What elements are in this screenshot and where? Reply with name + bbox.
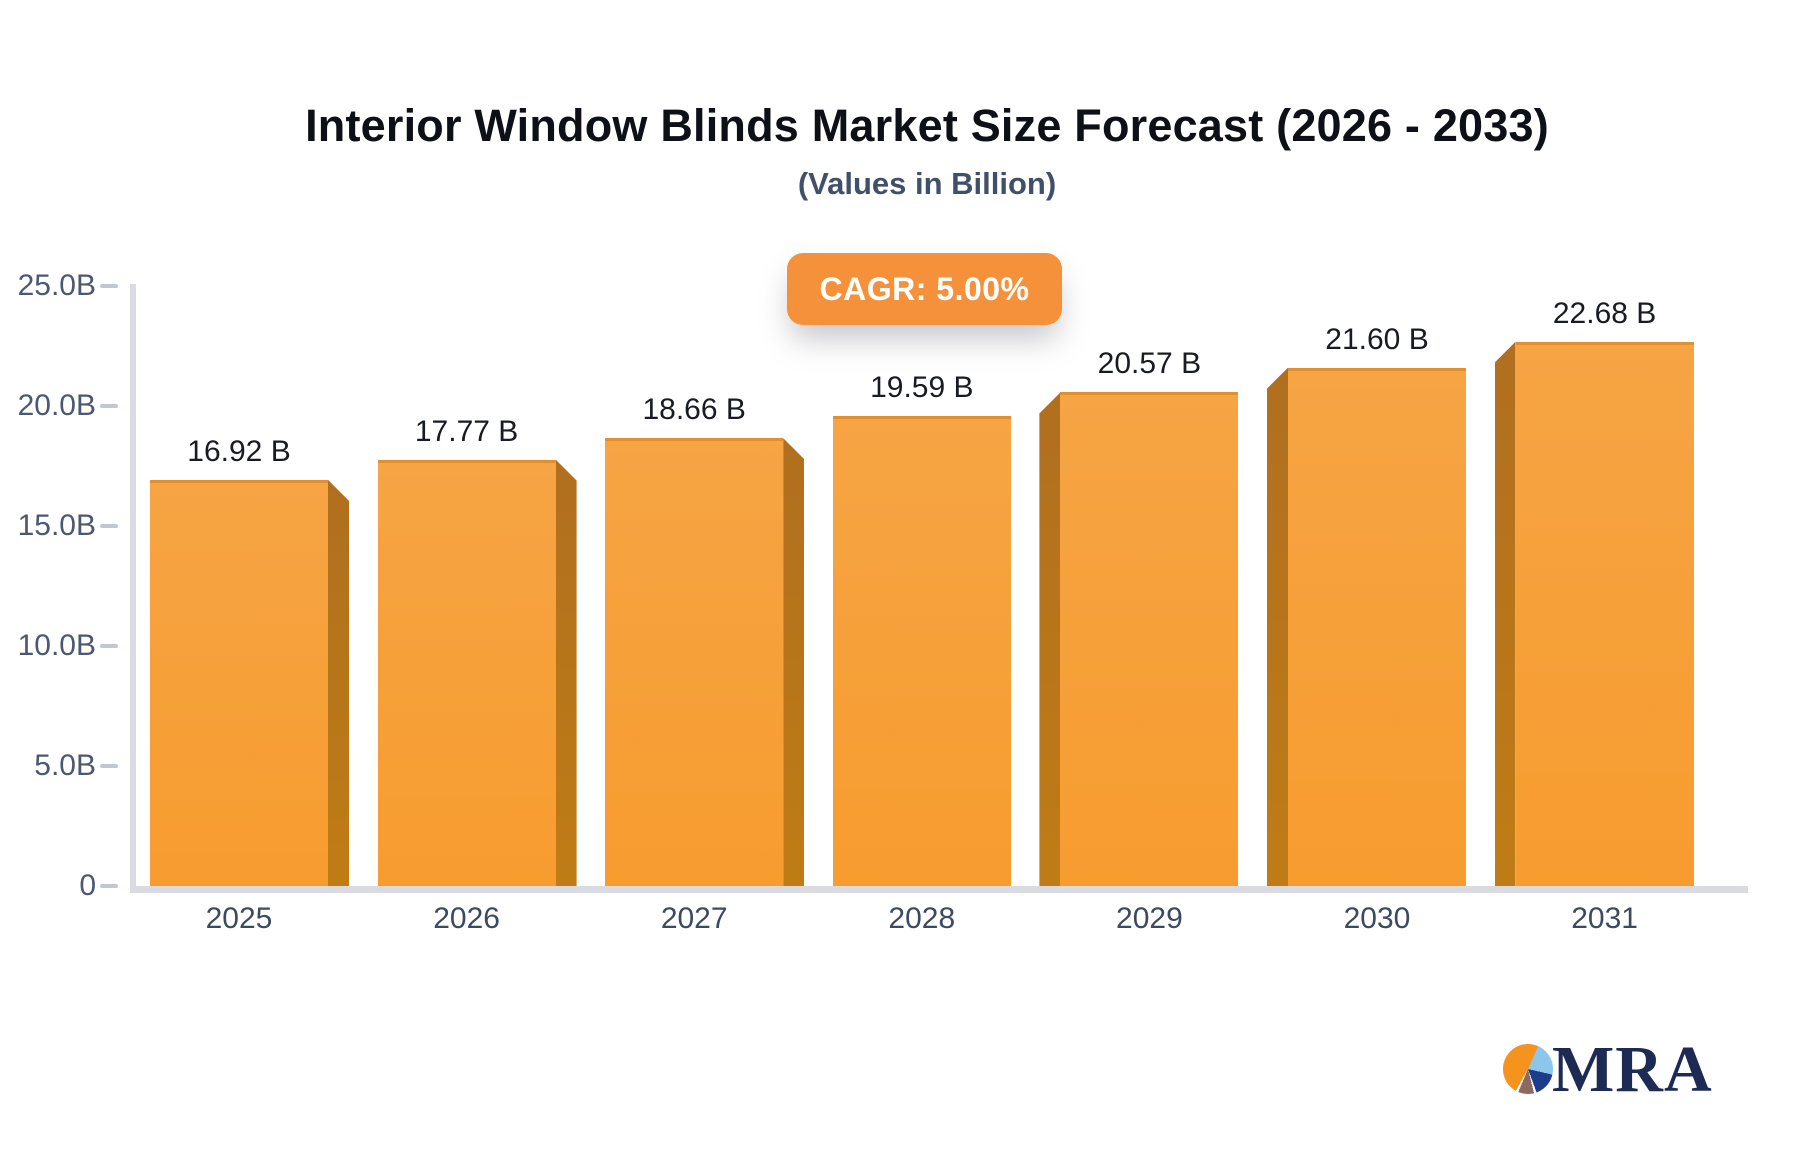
y-tick-label: 20.0B <box>17 389 96 422</box>
x-axis-year-label: 2030 <box>1343 902 1411 935</box>
bar-3d-side <box>783 438 805 886</box>
y-tick-label: 0 <box>79 869 96 902</box>
cagr-badge: CAGR: 5.00% <box>787 253 1062 325</box>
y-tick-mark <box>100 764 118 768</box>
x-axis-year-label: 2028 <box>888 902 956 935</box>
bar-value-label: 21.60 B <box>1325 322 1429 356</box>
x-axis-year-label: 2026 <box>433 902 500 935</box>
bar-3d-side <box>328 479 349 886</box>
bar-face[interactable] <box>377 459 556 886</box>
bar-face[interactable] <box>150 479 328 886</box>
bar-face[interactable] <box>605 438 784 886</box>
bar-3d-side <box>1267 367 1288 886</box>
bar-value-label: 17.77 B <box>414 414 519 448</box>
chart-subtitle: (Values in Billion) <box>797 166 1057 201</box>
bar-3d-side <box>555 459 577 886</box>
bar-value-label: 16.92 B <box>187 434 291 468</box>
chart-title: Interior Window Blinds Market Size Forec… <box>305 100 1549 151</box>
bar-face[interactable] <box>1060 392 1239 886</box>
x-axis-year-label: 2029 <box>1116 902 1183 935</box>
bar-face[interactable] <box>832 415 1011 886</box>
y-tick-mark <box>100 884 118 888</box>
y-axis-line <box>130 284 136 893</box>
y-tick-label: 10.0B <box>17 629 96 662</box>
bar-face[interactable] <box>1288 367 1466 886</box>
bar-value-label: 19.59 B <box>870 370 974 404</box>
bar-value-label: 22.68 B <box>1552 296 1657 330</box>
x-axis-year-label: 2031 <box>1571 902 1638 935</box>
y-tick-mark <box>100 284 118 288</box>
x-axis-baseline <box>130 886 1748 893</box>
bar-value-label: 18.66 B <box>642 393 746 427</box>
cagr-badge-label: CAGR: 5.00% <box>819 270 1030 307</box>
brand-logo: MRA <box>1503 1033 1793 1110</box>
y-tick-mark <box>100 404 118 408</box>
y-tick-label: 5.0B <box>34 749 96 782</box>
y-tick-label: 25.0B <box>17 269 96 302</box>
x-axis-year-label: 2027 <box>660 902 728 935</box>
y-tick-label: 15.0B <box>17 509 96 542</box>
x-axis-year-label: 2025 <box>205 902 273 935</box>
y-tick-mark <box>100 644 118 648</box>
bar-value-label: 20.57 B <box>1097 347 1202 381</box>
bar-face[interactable] <box>1515 341 1694 886</box>
y-tick-mark <box>100 524 118 528</box>
brand-logo-text: MRA <box>1552 1033 1713 1106</box>
bar-3d-side <box>1494 341 1516 886</box>
bar-3d-side <box>1039 392 1061 886</box>
pie-chart-logo-icon <box>1503 1044 1553 1094</box>
